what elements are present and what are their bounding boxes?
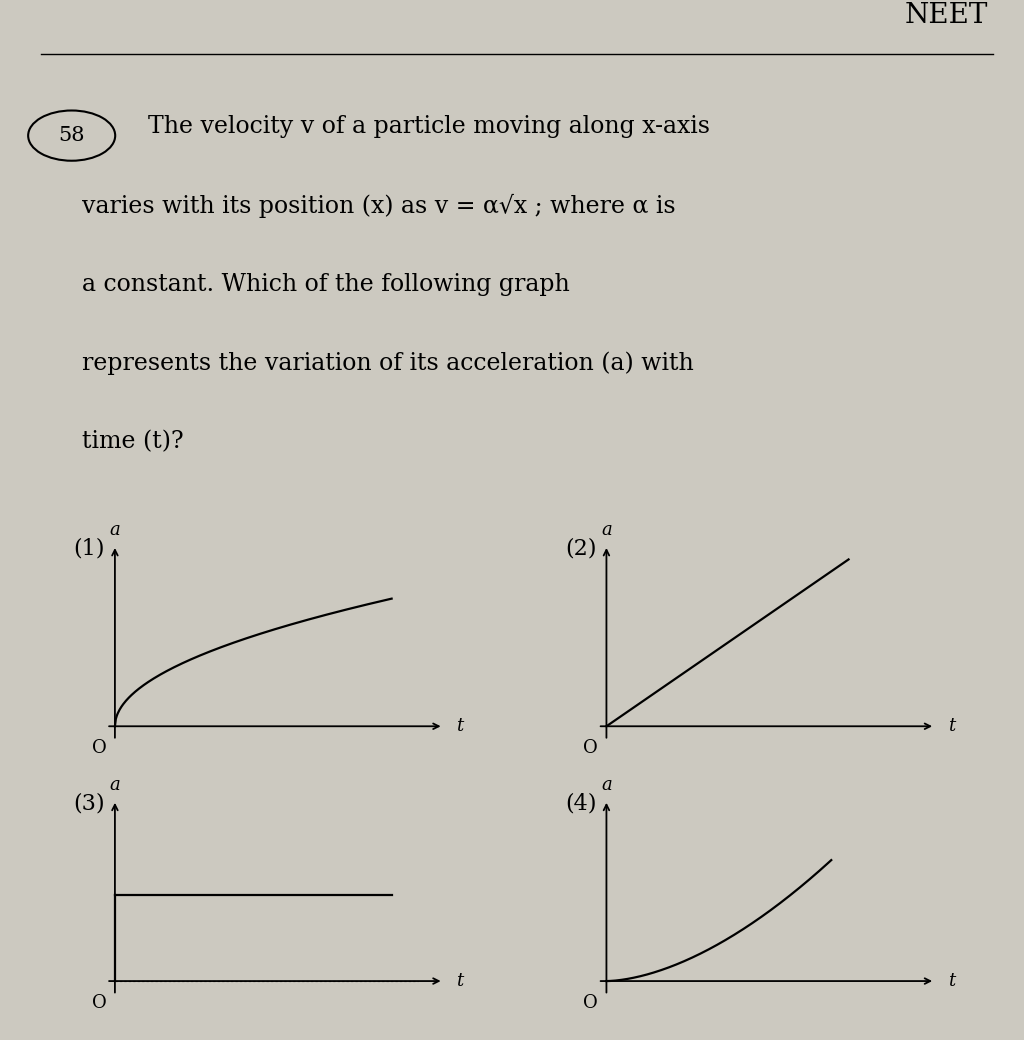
Text: NEET: NEET [905,2,988,29]
Text: The velocity v of a particle moving along x-axis: The velocity v of a particle moving alon… [148,115,711,138]
Text: t: t [948,718,955,735]
Text: a: a [110,521,120,540]
Text: (1): (1) [74,538,104,560]
Text: O: O [584,738,598,757]
Text: O: O [584,993,598,1012]
Text: O: O [92,993,106,1012]
Text: t: t [457,718,464,735]
Text: time (t)?: time (t)? [82,430,183,452]
Text: represents the variation of its acceleration (a) with: represents the variation of its accelera… [82,350,693,374]
Text: O: O [92,738,106,757]
Text: a: a [601,521,611,540]
Text: varies with its position (x) as v = α√x ; where α is: varies with its position (x) as v = α√x … [82,193,676,217]
Text: (4): (4) [565,792,596,814]
Text: t: t [457,972,464,990]
Text: (3): (3) [74,792,105,814]
Text: (2): (2) [565,538,596,560]
Text: a: a [601,776,611,795]
Text: 58: 58 [58,126,85,146]
Text: t: t [948,972,955,990]
Text: a constant. Which of the following graph: a constant. Which of the following graph [82,272,569,295]
Text: a: a [110,776,120,795]
